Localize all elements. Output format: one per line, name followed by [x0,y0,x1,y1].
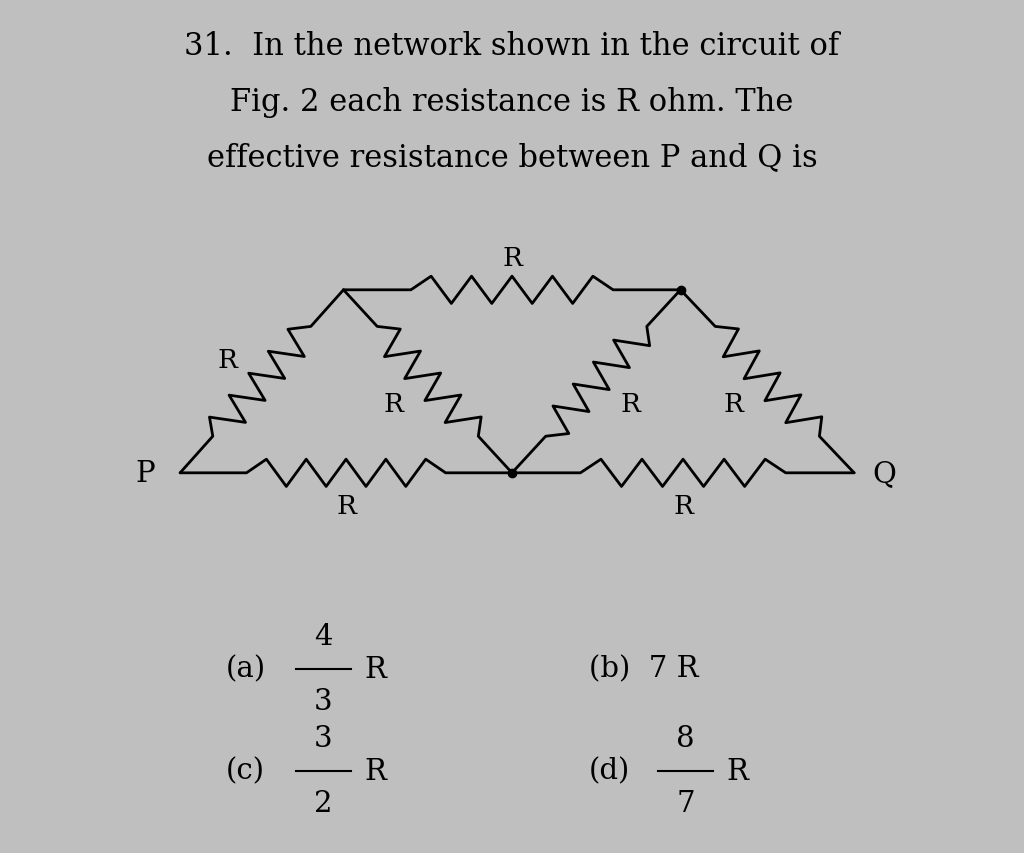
Text: 7: 7 [676,790,695,817]
Text: effective resistance between P and Q is: effective resistance between P and Q is [207,142,817,172]
Text: Fig. 2 each resistance is R ohm. The: Fig. 2 each resistance is R ohm. The [230,86,794,118]
Text: (a): (a) [226,655,266,682]
Text: (b)  7 R: (b) 7 R [589,655,698,682]
Text: (d): (d) [589,757,630,785]
Text: R: R [673,493,693,518]
Text: R: R [217,348,238,373]
Text: (c): (c) [226,757,265,785]
Text: P: P [135,459,155,487]
Text: 3: 3 [313,688,333,716]
Text: 8: 8 [676,724,695,752]
Text: R: R [336,493,356,518]
Text: 4: 4 [313,622,333,650]
Text: 31.  In the network shown in the circuit of: 31. In the network shown in the circuit … [184,32,840,62]
Text: 3: 3 [313,724,333,752]
Text: R: R [621,392,640,416]
Text: R: R [502,246,522,270]
Text: 2: 2 [313,790,333,817]
Text: R: R [364,655,386,682]
Text: R: R [384,392,403,416]
Text: R: R [726,757,749,785]
Text: R: R [724,392,743,416]
Text: R: R [364,757,386,785]
Text: Q: Q [872,459,896,487]
